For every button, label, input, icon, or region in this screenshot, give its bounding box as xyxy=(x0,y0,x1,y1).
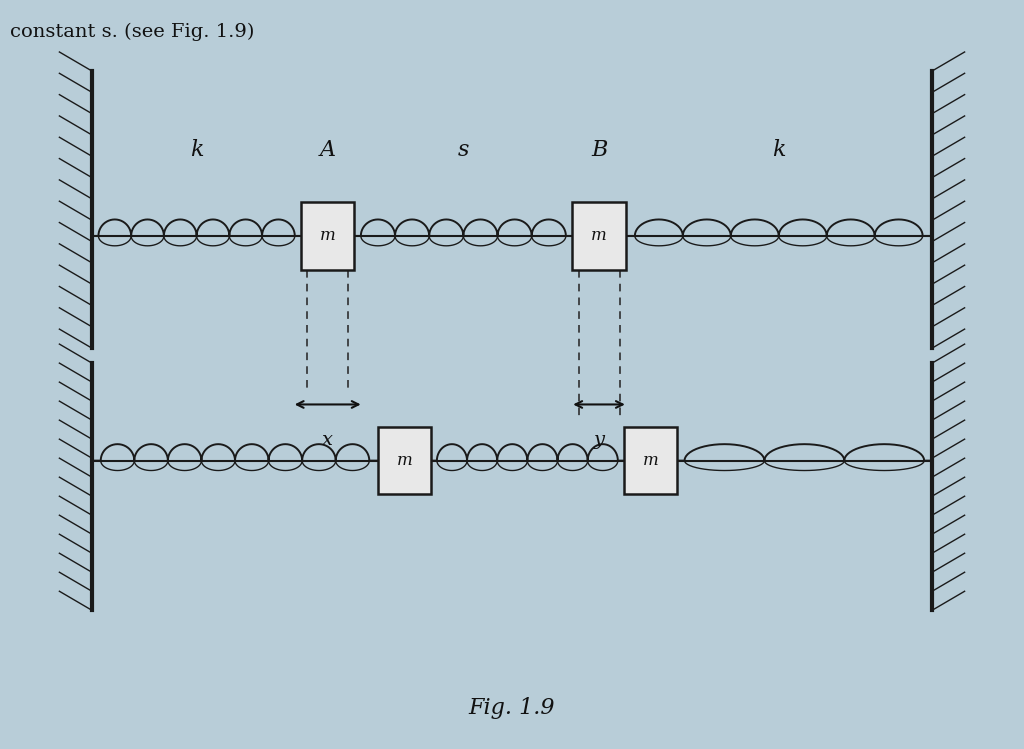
Text: x: x xyxy=(323,431,333,449)
Bar xyxy=(624,427,677,494)
Bar xyxy=(572,202,626,270)
Text: m: m xyxy=(396,452,413,469)
Text: y: y xyxy=(594,431,604,449)
Text: m: m xyxy=(591,228,607,244)
Text: s: s xyxy=(458,139,469,161)
Bar xyxy=(378,427,431,494)
Text: k: k xyxy=(772,139,785,161)
Text: constant s. (see Fig. 1.9): constant s. (see Fig. 1.9) xyxy=(10,22,255,40)
Text: k: k xyxy=(189,139,204,161)
Bar xyxy=(301,202,354,270)
Text: m: m xyxy=(642,452,658,469)
Text: A: A xyxy=(319,139,336,161)
Text: Fig. 1.9: Fig. 1.9 xyxy=(469,697,555,719)
Text: B: B xyxy=(591,139,607,161)
Text: m: m xyxy=(319,228,336,244)
